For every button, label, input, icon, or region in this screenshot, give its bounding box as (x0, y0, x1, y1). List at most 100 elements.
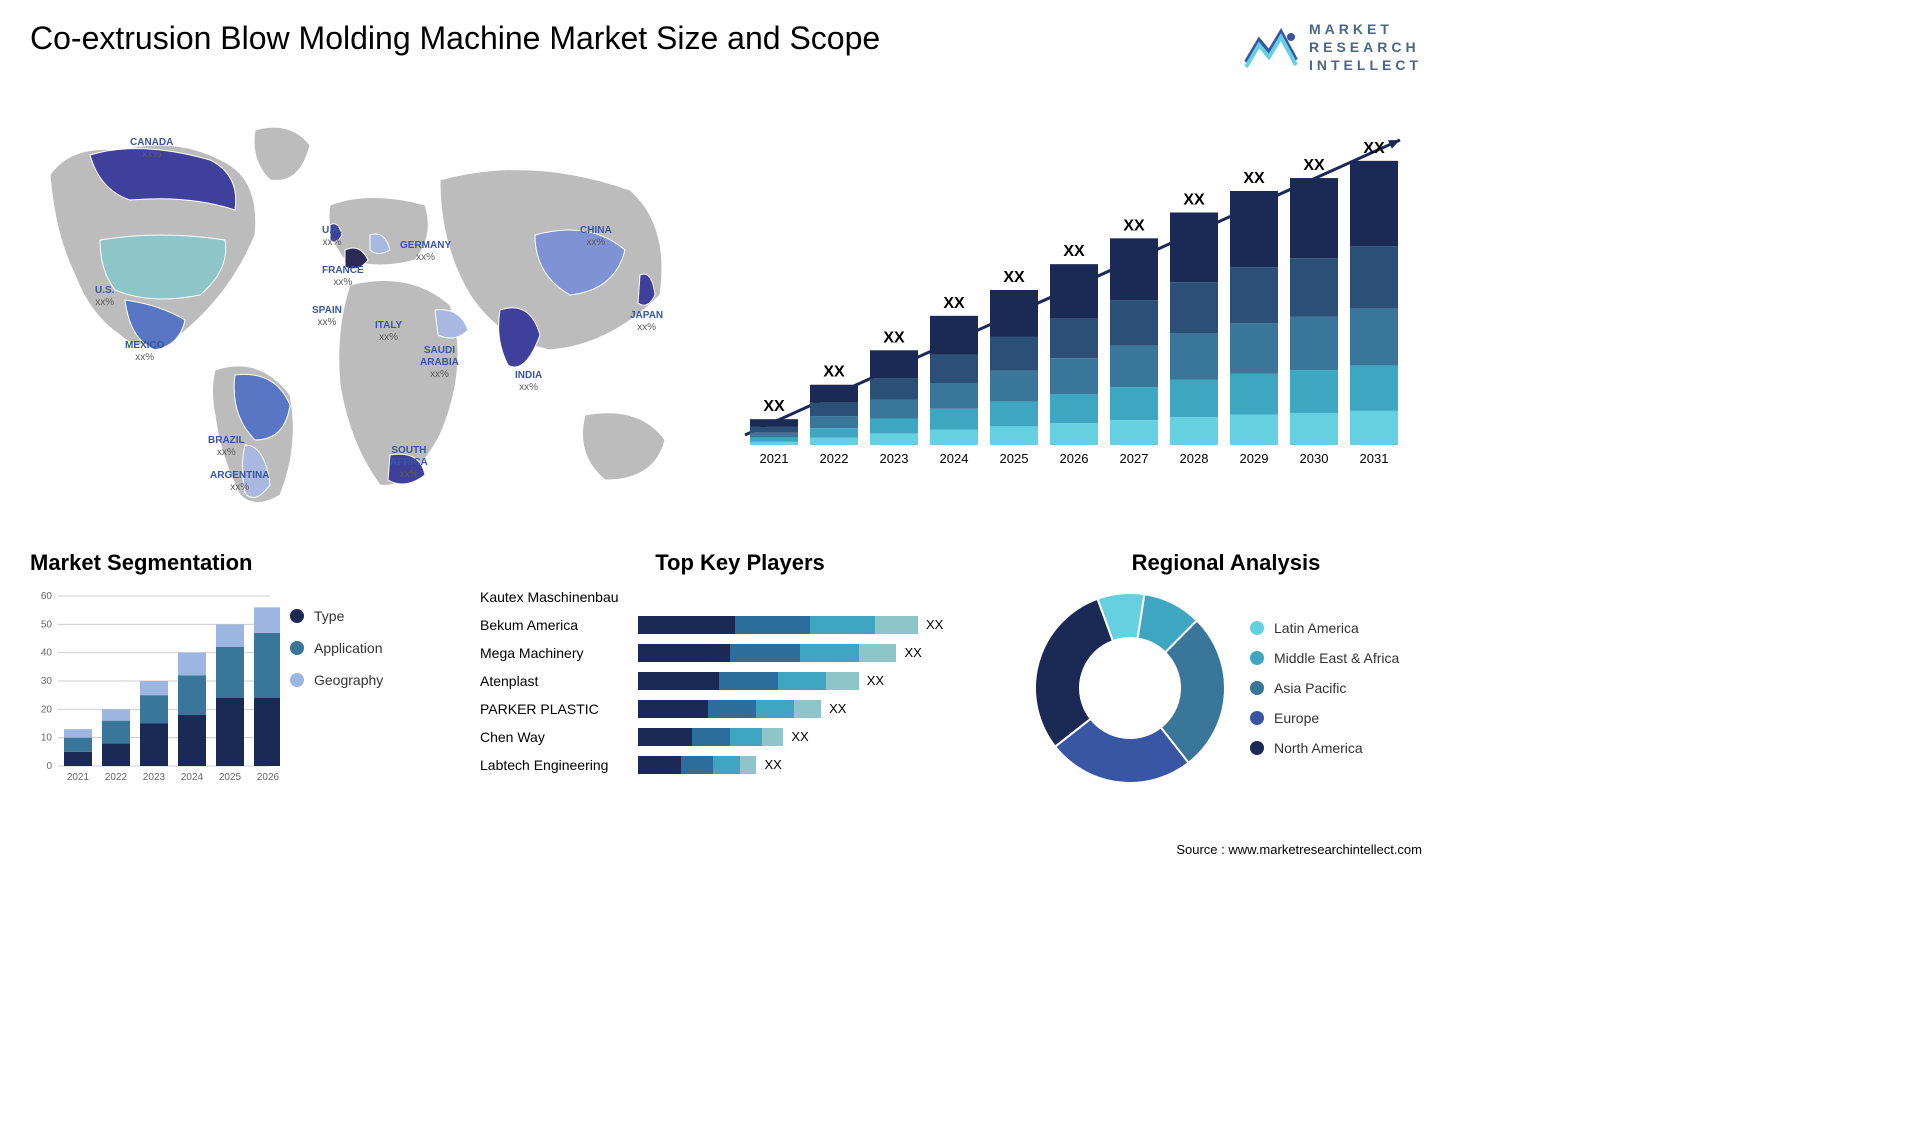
logo-line2: RESEARCH (1309, 38, 1422, 56)
svg-text:60: 60 (41, 591, 53, 602)
svg-text:2030: 2030 (1300, 451, 1329, 466)
svg-text:2031: 2031 (1360, 451, 1389, 466)
source-attribution: Source : www.marketresearchintellect.com (1176, 842, 1422, 857)
svg-text:20: 20 (41, 704, 53, 715)
legend-dot (290, 609, 304, 623)
player-bar: XX (638, 756, 1000, 774)
player-bar: XX (638, 616, 1000, 634)
svg-text:2026: 2026 (1060, 451, 1089, 466)
map-label-mexico: MEXICOxx% (125, 340, 164, 364)
players-title: Top Key Players (480, 550, 1000, 576)
map-label-france: FRANCExx% (322, 265, 364, 289)
player-name: Bekum America (480, 617, 630, 633)
map-label-saudi-arabia: SAUDIARABIAxx% (420, 345, 459, 381)
svg-text:10: 10 (41, 732, 53, 743)
forecast-chart-section: XX2021XX2022XX2023XX2024XX2025XX2026XX20… (730, 95, 1430, 520)
regional-donut (1030, 588, 1230, 788)
svg-text:2029: 2029 (1240, 451, 1269, 466)
segmentation-legend: TypeApplicationGeography (290, 588, 450, 808)
page-title: Co-extrusion Blow Molding Machine Market… (30, 20, 880, 57)
svg-text:2022: 2022 (820, 451, 849, 466)
svg-text:2025: 2025 (219, 772, 242, 783)
legend-dot (290, 673, 304, 687)
legend-label: Geography (314, 672, 383, 688)
svg-text:XX: XX (1123, 217, 1145, 234)
legend-label: Type (314, 608, 344, 624)
svg-text:XX: XX (1303, 157, 1325, 174)
player-name: Atenplast (480, 673, 630, 689)
player-bar: XX (638, 728, 1000, 746)
svg-text:XX: XX (763, 398, 785, 415)
svg-text:50: 50 (41, 619, 53, 630)
svg-text:2028: 2028 (1180, 451, 1209, 466)
svg-text:2024: 2024 (181, 772, 204, 783)
svg-text:XX: XX (1183, 191, 1205, 208)
svg-text:2024: 2024 (940, 451, 969, 466)
player-row: Bekum America XX (480, 616, 1000, 634)
legend-label: North America (1274, 740, 1363, 756)
svg-text:2022: 2022 (105, 772, 128, 783)
world-map (30, 95, 690, 515)
legend-dot (1250, 621, 1264, 635)
map-label-brazil: BRAZILxx% (208, 435, 245, 459)
brand-logo: MARKET RESEARCH INTELLECT (1241, 20, 1422, 75)
svg-text:XX: XX (1243, 170, 1265, 187)
player-value: XX (867, 673, 884, 688)
regional-legend: Latin America Middle East & Africa Asia Pa… (1250, 620, 1422, 756)
map-label-south-africa: SOUTHAFRICAxx% (390, 445, 428, 481)
regional-title: Regional Analysis (1030, 550, 1422, 576)
regional-legend-item: Latin America (1250, 620, 1422, 636)
player-name: Chen Way (480, 729, 630, 745)
logo-icon (1241, 22, 1301, 72)
segmentation-legend-item: Geography (290, 672, 450, 688)
map-label-u.s.: U.S.xx% (95, 285, 114, 309)
logo-line3: INTELLECT (1309, 56, 1422, 74)
regional-legend-item: Asia Pacific (1250, 680, 1422, 696)
svg-text:XX: XX (1363, 139, 1385, 156)
player-name: Mega Machinery (480, 645, 630, 661)
segmentation-chart: 0102030405060202120222023202420252026 (30, 588, 280, 808)
svg-text:XX: XX (823, 363, 845, 380)
player-value: XX (829, 701, 846, 716)
player-row: Atenplast XX (480, 672, 1000, 690)
legend-dot (1250, 711, 1264, 725)
svg-text:2027: 2027 (1120, 451, 1149, 466)
regional-legend-item: North America (1250, 740, 1422, 756)
legend-dot (1250, 651, 1264, 665)
player-value: XX (926, 617, 943, 632)
legend-dot (290, 641, 304, 655)
player-row: Kautex Maschinenbau (480, 588, 1000, 606)
player-name: Kautex Maschinenbau (480, 589, 630, 605)
regional-legend-item: Europe (1250, 710, 1422, 726)
svg-text:2025: 2025 (1000, 451, 1029, 466)
map-label-china: CHINAxx% (580, 225, 612, 249)
map-label-u.k.: U.K.xx% (322, 225, 342, 249)
player-value: XX (904, 645, 921, 660)
world-map-section: CANADAxx%U.S.xx%MEXICOxx%BRAZILxx%ARGENT… (30, 95, 690, 520)
forecast-chart: XX2021XX2022XX2023XX2024XX2025XX2026XX20… (730, 95, 1430, 475)
segmentation-title: Market Segmentation (30, 550, 450, 576)
svg-text:2021: 2021 (760, 451, 789, 466)
segmentation-legend-item: Type (290, 608, 450, 624)
svg-text:XX: XX (1003, 269, 1025, 286)
svg-text:2026: 2026 (257, 772, 280, 783)
map-label-argentina: ARGENTINAxx% (210, 470, 269, 494)
player-value: XX (764, 757, 781, 772)
player-bar: XX (638, 644, 1000, 662)
legend-label: Asia Pacific (1274, 680, 1346, 696)
player-bar: XX (638, 672, 1000, 690)
player-row: PARKER PLASTICXX (480, 700, 1000, 718)
svg-text:XX: XX (1063, 243, 1085, 260)
svg-text:XX: XX (943, 294, 965, 311)
map-label-japan: JAPANxx% (630, 310, 663, 334)
player-row: Chen Way XX (480, 728, 1000, 746)
player-row: Mega Machinery XX (480, 644, 1000, 662)
legend-dot (1250, 681, 1264, 695)
logo-line1: MARKET (1309, 20, 1422, 38)
regional-legend-item: Middle East & Africa (1250, 650, 1422, 666)
player-bar: XX (638, 700, 1000, 718)
players-list: Kautex MaschinenbauBekum AmericaXXMega M… (480, 588, 1000, 774)
player-row: Labtech EngineeringXX (480, 756, 1000, 774)
legend-label: Europe (1274, 710, 1319, 726)
svg-text:0: 0 (46, 761, 52, 772)
